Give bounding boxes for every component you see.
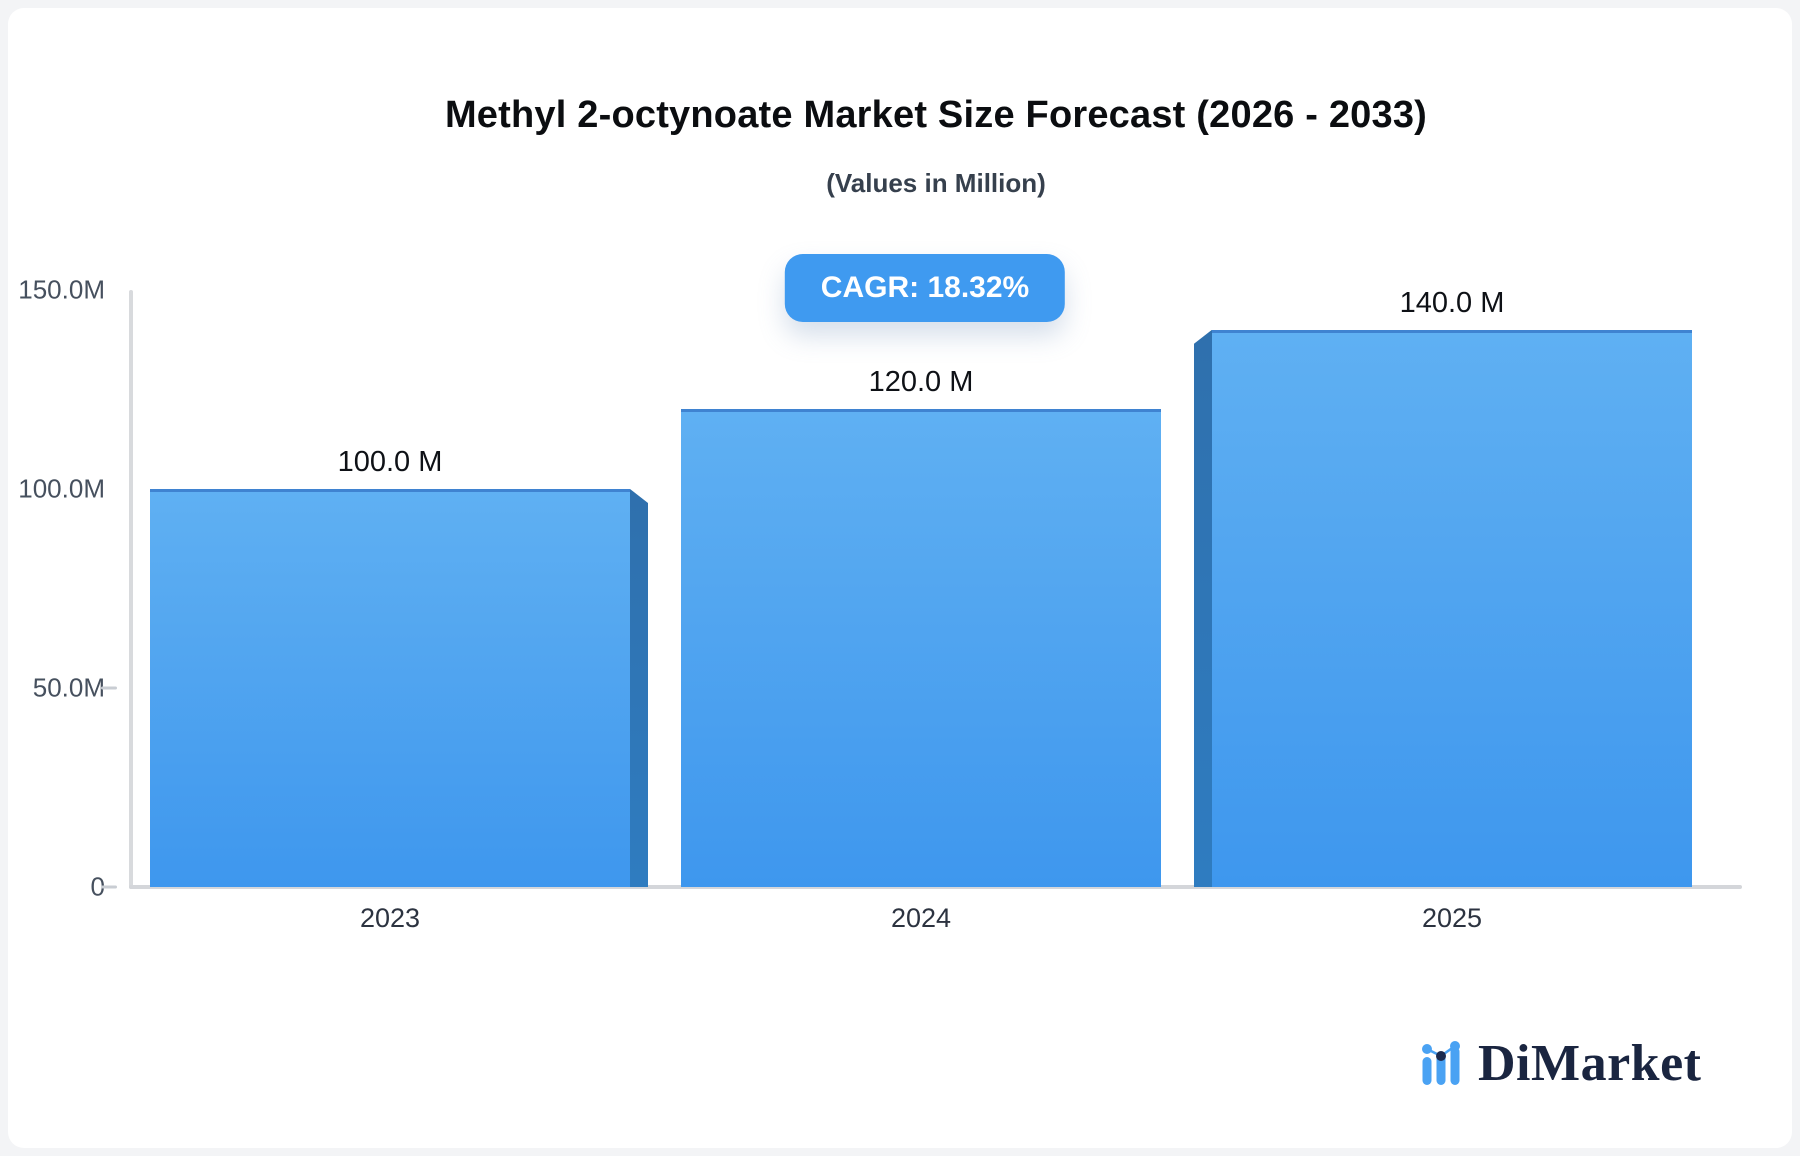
bar-3d-side	[1194, 329, 1212, 887]
dimarket-logo: DiMarket	[1420, 1038, 1701, 1090]
cagr-badge: CAGR: 18.32%	[784, 254, 1066, 322]
bar-chart-logo-icon	[1420, 1039, 1464, 1090]
y-axis-tick-mark	[101, 686, 117, 690]
bar-2024[interactable]	[681, 409, 1161, 887]
y-axis-tick-mark	[101, 885, 117, 889]
bar-value-label: 140.0 M	[1399, 286, 1505, 319]
bar-3d-side	[630, 489, 648, 887]
bar-2023[interactable]	[150, 489, 630, 887]
y-axis-line	[129, 290, 133, 889]
dimarket-logo-text: DiMarket	[1478, 1035, 1702, 1092]
y-axis-tick-label: 100.0M	[18, 473, 105, 504]
bar-value-label: 100.0 M	[337, 446, 443, 478]
x-axis-category-label: 2025	[1421, 903, 1483, 933]
y-axis-tick-label: 150.0M	[18, 274, 105, 305]
x-axis-category-label: 2024	[890, 903, 952, 933]
x-axis-line	[129, 885, 1742, 889]
y-axis-tick-label: 0	[90, 871, 105, 902]
bar-value-label: 120.0 M	[868, 366, 974, 399]
chart-subtitle: (Values in Million)	[826, 168, 1046, 198]
x-axis-category-label: 2023	[359, 903, 421, 933]
y-axis-tick-label: 50.0M	[32, 672, 105, 703]
chart-title: Methyl 2-octynoate Market Size Forecast …	[444, 94, 1428, 136]
bar-2025[interactable]	[1212, 329, 1692, 887]
